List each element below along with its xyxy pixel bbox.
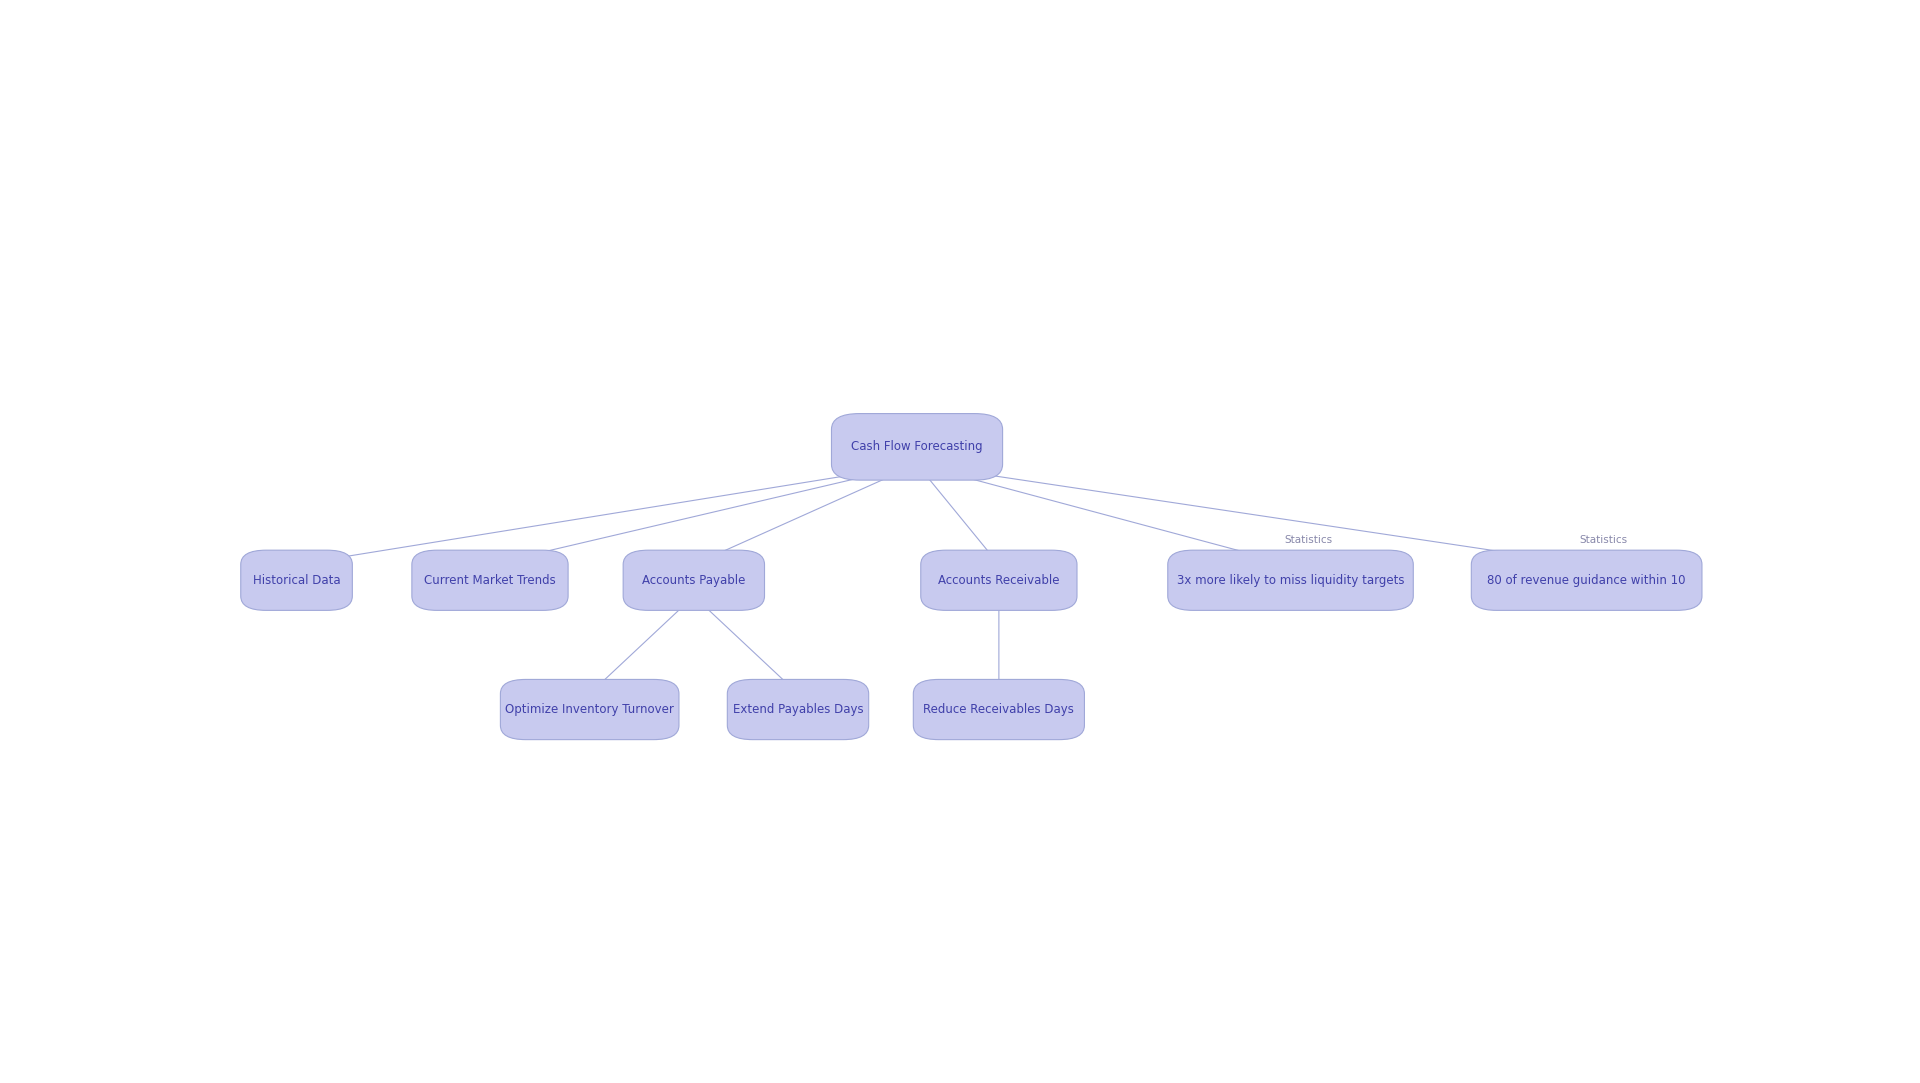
FancyBboxPatch shape: [1471, 550, 1701, 611]
Text: Extend Payables Days: Extend Payables Days: [733, 703, 864, 716]
FancyBboxPatch shape: [728, 679, 868, 740]
Text: Reduce Receivables Days: Reduce Receivables Days: [924, 703, 1075, 716]
FancyBboxPatch shape: [624, 550, 764, 611]
FancyBboxPatch shape: [922, 550, 1077, 611]
FancyBboxPatch shape: [831, 414, 1002, 480]
Text: Accounts Payable: Accounts Payable: [641, 574, 745, 587]
Text: Statistics: Statistics: [1284, 535, 1332, 545]
FancyBboxPatch shape: [1167, 550, 1413, 611]
Text: Optimize Inventory Turnover: Optimize Inventory Turnover: [505, 703, 674, 716]
FancyBboxPatch shape: [501, 679, 680, 740]
Text: Accounts Receivable: Accounts Receivable: [939, 574, 1060, 587]
FancyBboxPatch shape: [413, 550, 568, 611]
Text: 3x more likely to miss liquidity targets: 3x more likely to miss liquidity targets: [1177, 574, 1404, 587]
Text: Cash Flow Forecasting: Cash Flow Forecasting: [851, 441, 983, 454]
Text: 80 of revenue guidance within 10: 80 of revenue guidance within 10: [1488, 574, 1686, 587]
Text: Current Market Trends: Current Market Trends: [424, 574, 557, 587]
Text: Historical Data: Historical Data: [253, 574, 340, 587]
Text: Statistics: Statistics: [1578, 535, 1626, 545]
FancyBboxPatch shape: [914, 679, 1085, 740]
FancyBboxPatch shape: [240, 550, 353, 611]
